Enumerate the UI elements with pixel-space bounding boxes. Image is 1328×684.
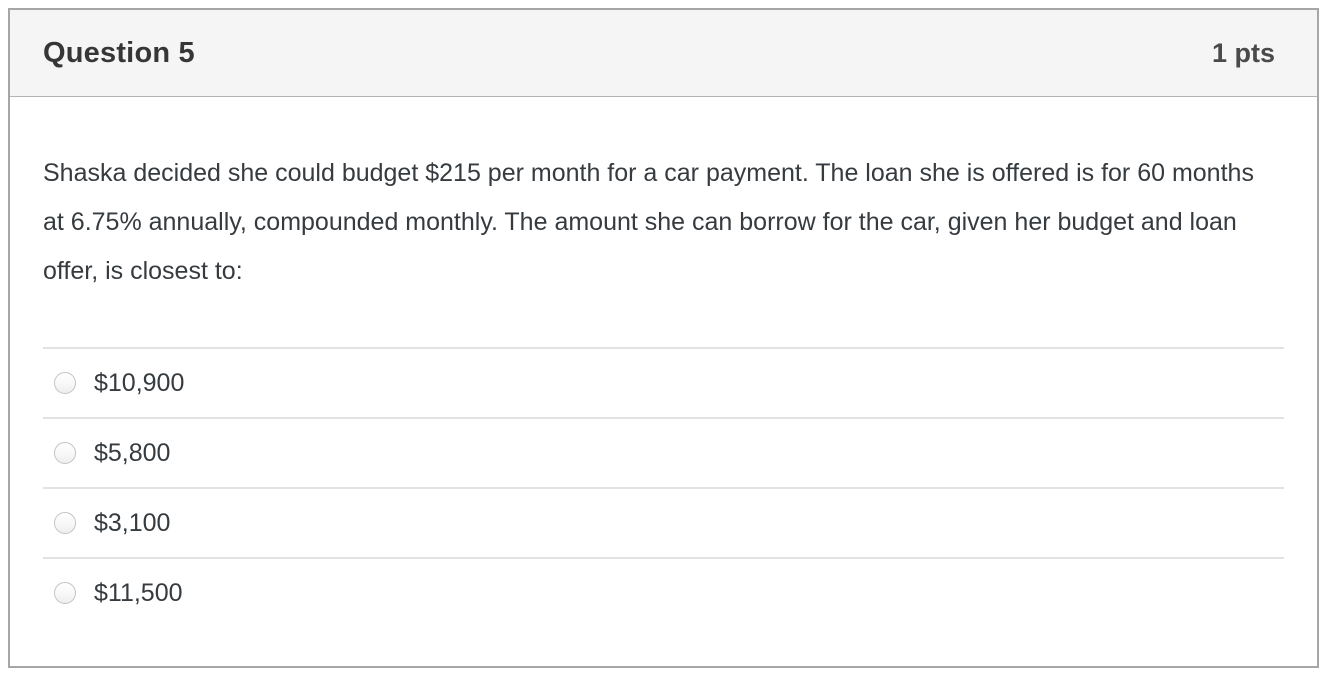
answer-option-4[interactable]: $11,500 — [43, 557, 1284, 627]
radio-button-unselected-icon[interactable] — [54, 442, 76, 464]
answer-option-label[interactable]: $11,500 — [94, 578, 183, 607]
answer-option-1[interactable]: $10,900 — [43, 347, 1284, 417]
answer-options-list: $10,900 $5,800 $3,100 $11,500 — [43, 347, 1284, 665]
radio-button-unselected-icon[interactable] — [54, 372, 76, 394]
answer-option-label[interactable]: $10,900 — [94, 368, 185, 397]
question-card: Question 5 1 pts Shaska decided she coul… — [8, 8, 1319, 668]
radio-button-unselected-icon[interactable] — [54, 582, 76, 604]
radio-button-unselected-icon[interactable] — [54, 512, 76, 534]
question-text: Shaska decided she could budget $215 per… — [43, 159, 1254, 285]
answer-option-label[interactable]: $5,800 — [94, 438, 171, 467]
answer-option-label[interactable]: $3,100 — [94, 508, 171, 537]
question-title: Question 5 — [43, 36, 195, 69]
answer-option-3[interactable]: $3,100 — [43, 487, 1284, 557]
answer-option-2[interactable]: $5,800 — [43, 417, 1284, 487]
question-header: Question 5 1 pts — [10, 10, 1317, 97]
question-body: Shaska decided she could budget $215 per… — [10, 97, 1317, 665]
question-points-badge: 1 pts — [1211, 37, 1275, 68]
